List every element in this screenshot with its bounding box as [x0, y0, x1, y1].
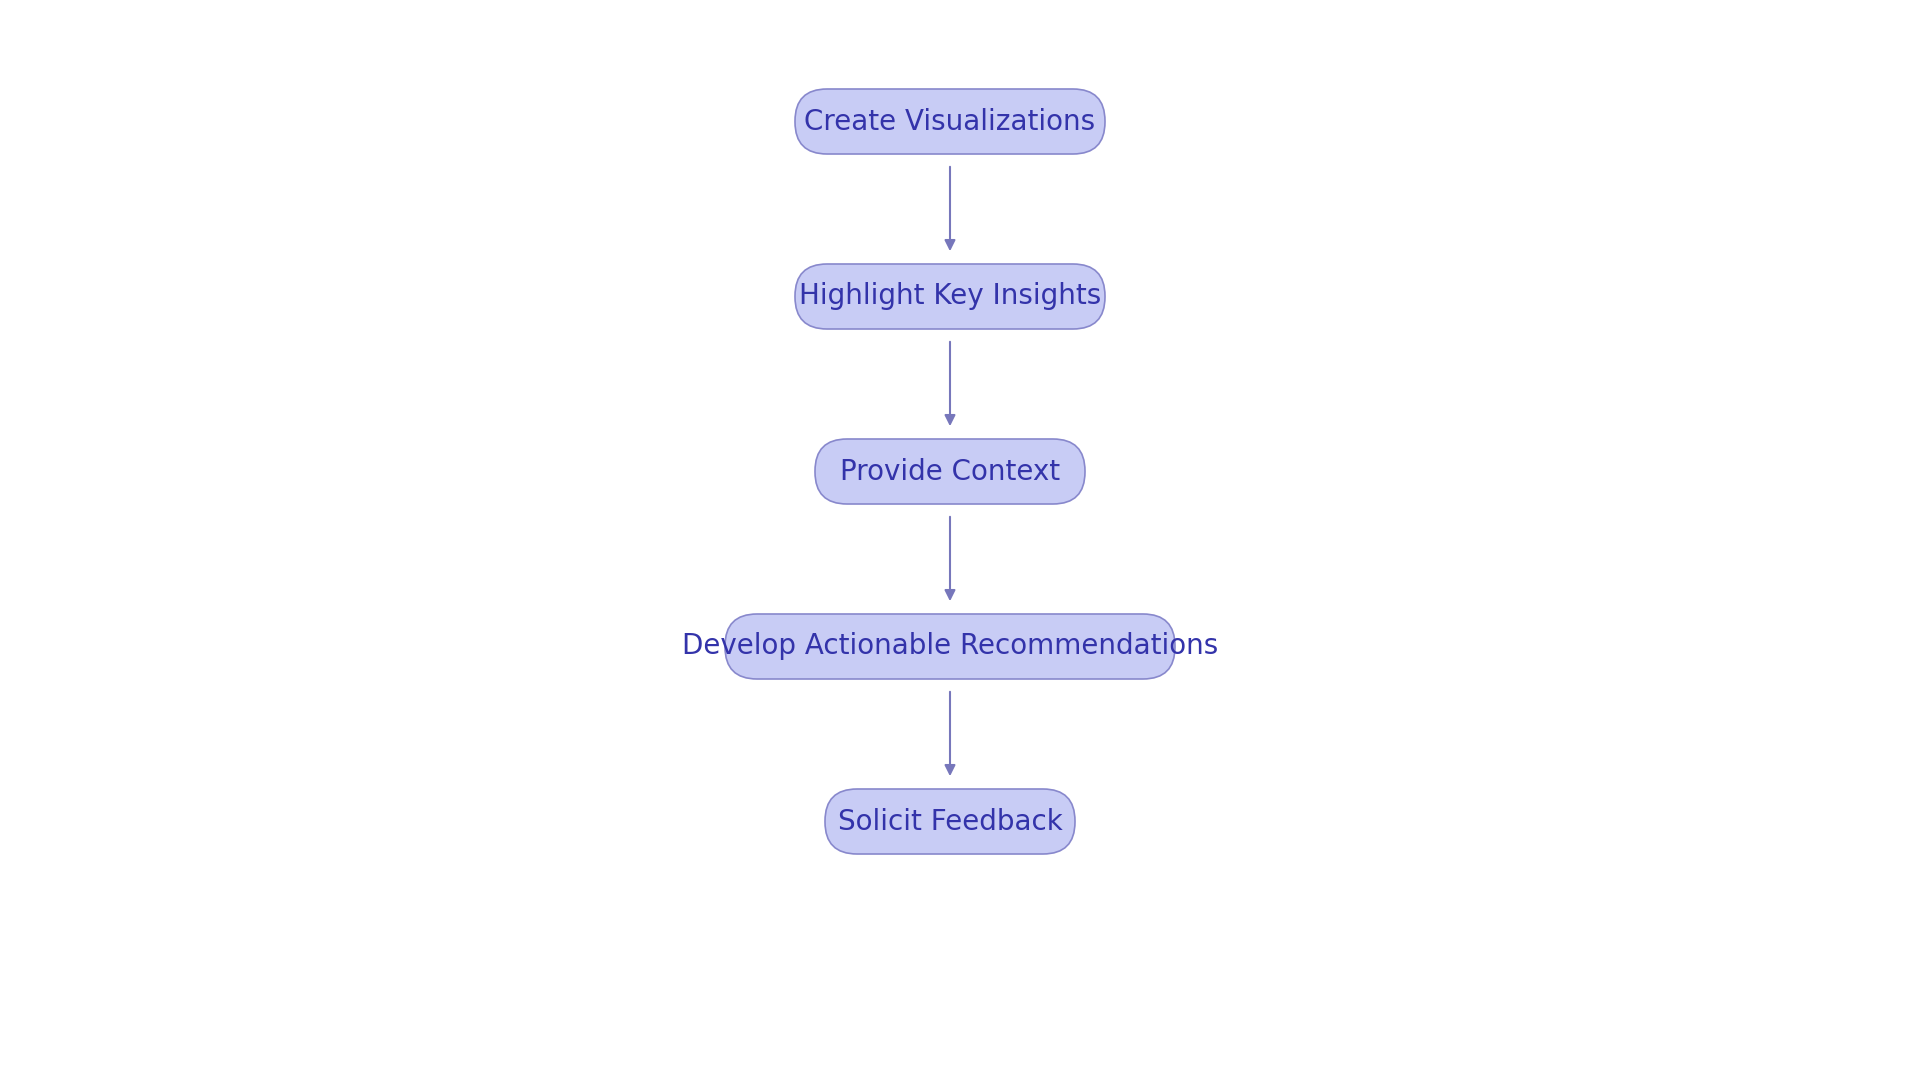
- Text: Provide Context: Provide Context: [839, 457, 1060, 485]
- FancyBboxPatch shape: [826, 790, 1075, 854]
- Text: Highlight Key Insights: Highlight Key Insights: [799, 283, 1102, 311]
- Text: Solicit Feedback: Solicit Feedback: [837, 808, 1062, 835]
- Text: Create Visualizations: Create Visualizations: [804, 107, 1096, 135]
- FancyBboxPatch shape: [795, 264, 1106, 329]
- FancyBboxPatch shape: [726, 614, 1175, 679]
- FancyBboxPatch shape: [795, 89, 1106, 154]
- FancyBboxPatch shape: [814, 439, 1085, 504]
- Text: Develop Actionable Recommendations: Develop Actionable Recommendations: [682, 632, 1217, 661]
